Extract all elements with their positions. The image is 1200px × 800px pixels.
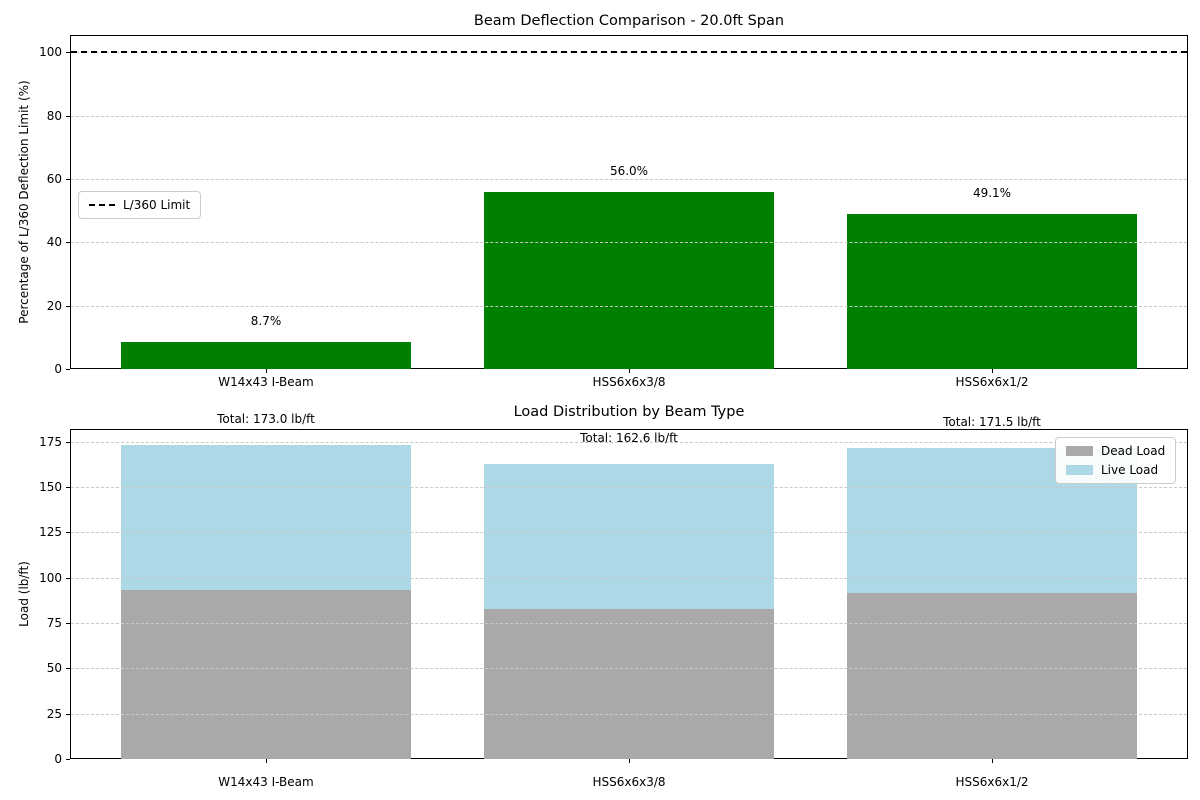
limit-reference-line bbox=[71, 51, 1187, 54]
legend-entry: Live Load bbox=[1066, 463, 1165, 477]
y-tick-mark bbox=[66, 713, 70, 715]
legend-entry: Dead Load bbox=[1066, 444, 1165, 458]
color-swatch bbox=[1066, 446, 1093, 456]
y-tick-mark bbox=[66, 577, 70, 579]
legend: L/360 Limit bbox=[78, 191, 202, 219]
y-tick-mark bbox=[66, 52, 70, 54]
x-tick-mark bbox=[629, 369, 630, 373]
y-gridline bbox=[71, 713, 1187, 715]
total-label: Total: 162.6 lb/ft bbox=[580, 431, 678, 446]
bar-value-label: 56.0% bbox=[609, 163, 649, 178]
total-label: Total: 173.0 lb/ft bbox=[217, 412, 315, 427]
chart-title: Load Distribution by Beam Type bbox=[513, 404, 745, 420]
y-tick-label: 0 bbox=[54, 362, 62, 376]
color-swatch bbox=[1066, 465, 1093, 475]
y-tick-mark bbox=[66, 441, 70, 443]
bar-segment-dead-load bbox=[120, 590, 412, 759]
y-gridline bbox=[71, 305, 1187, 307]
y-gridline bbox=[71, 441, 1187, 443]
y-tick-label: 0 bbox=[54, 752, 62, 766]
chart-title: Beam Deflection Comparison - 20.0ft Span bbox=[473, 13, 785, 29]
x-tick-mark bbox=[992, 759, 993, 763]
y-gridline bbox=[71, 532, 1187, 534]
deflection-bar bbox=[120, 341, 412, 369]
y-gridline bbox=[71, 179, 1187, 180]
y-tick-label: 80 bbox=[46, 108, 62, 123]
x-tick-mark bbox=[992, 369, 993, 373]
y-tick-mark bbox=[66, 668, 70, 670]
y-tick-mark bbox=[66, 759, 70, 760]
y-tick-label: 50 bbox=[46, 661, 62, 676]
y-tick-label: 60 bbox=[46, 172, 62, 186]
y-tick-mark bbox=[66, 115, 70, 117]
y-gridline bbox=[71, 623, 1187, 624]
y-tick-label: 20 bbox=[46, 298, 62, 313]
x-tick-label: HSS6x6x1/2 bbox=[955, 375, 1029, 389]
x-tick-label: W14x43 I-Beam bbox=[218, 775, 314, 789]
y-axis-label: Load (lb/ft) bbox=[17, 561, 31, 627]
x-tick-label: HSS6x6x3/8 bbox=[592, 375, 666, 389]
bar-value-label: 49.1% bbox=[972, 185, 1012, 200]
legend: Dead Load Live Load bbox=[1055, 437, 1177, 484]
legend-label: Dead Load bbox=[1101, 444, 1166, 458]
x-tick-mark bbox=[266, 369, 267, 373]
y-tick-label: 175 bbox=[39, 434, 62, 449]
y-tick-label: 100 bbox=[39, 570, 62, 585]
y-tick-mark bbox=[66, 623, 70, 624]
deflection-bar bbox=[846, 213, 1138, 369]
bar-segment-dead-load bbox=[483, 609, 775, 759]
y-tick-label: 75 bbox=[46, 616, 62, 630]
y-tick-mark bbox=[66, 532, 70, 534]
legend-entry: L/360 Limit bbox=[89, 198, 190, 212]
x-tick-label: HSS6x6x3/8 bbox=[592, 775, 666, 789]
y-tick-mark bbox=[66, 179, 70, 180]
y-gridline bbox=[71, 577, 1187, 579]
y-tick-label: 150 bbox=[39, 480, 62, 494]
bar-segment-live-load bbox=[120, 445, 412, 591]
y-tick-mark bbox=[66, 487, 70, 488]
x-tick-mark bbox=[629, 759, 630, 763]
bar-segment-dead-load bbox=[846, 593, 1138, 759]
total-label: Total: 171.5 lb/ft bbox=[943, 415, 1041, 429]
y-tick-label: 40 bbox=[46, 235, 62, 250]
y-tick-label: 125 bbox=[39, 525, 62, 540]
y-tick-mark bbox=[66, 369, 70, 370]
y-tick-label: 25 bbox=[46, 706, 62, 721]
y-tick-mark bbox=[66, 242, 70, 244]
y-gridline bbox=[71, 115, 1187, 117]
y-gridline bbox=[71, 242, 1187, 244]
y-gridline bbox=[71, 487, 1187, 488]
y-gridline bbox=[71, 668, 1187, 670]
deflection-bar bbox=[483, 191, 775, 369]
y-tick-mark bbox=[66, 305, 70, 307]
bar-segment-live-load bbox=[483, 464, 775, 610]
x-tick-label: HSS6x6x1/2 bbox=[955, 775, 1029, 789]
legend-label: Live Load bbox=[1101, 463, 1159, 477]
legend-label: L/360 Limit bbox=[123, 198, 191, 212]
bar-value-label: 8.7% bbox=[250, 313, 282, 328]
dashed-line-swatch bbox=[89, 204, 115, 206]
x-tick-mark bbox=[266, 759, 267, 763]
x-tick-label: W14x43 I-Beam bbox=[218, 375, 314, 389]
y-tick-label: 100 bbox=[39, 45, 62, 60]
